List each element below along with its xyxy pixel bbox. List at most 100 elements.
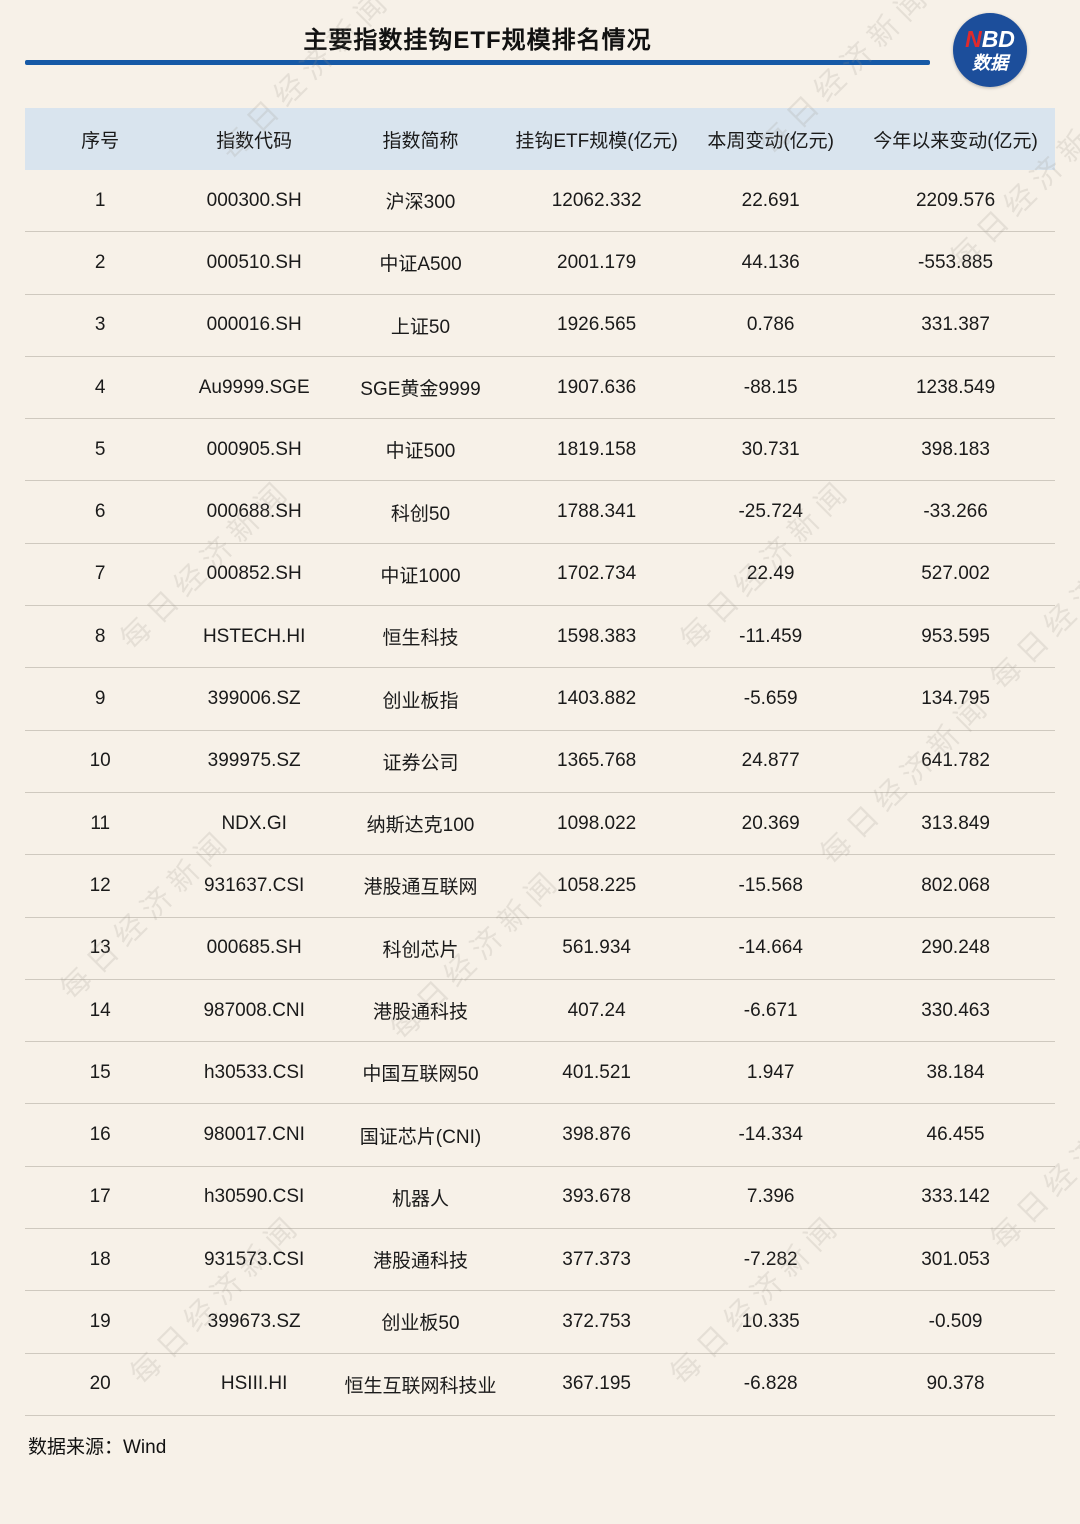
column-header: 挂钩ETF规模(亿元) xyxy=(515,130,678,152)
table-cell: 641.782 xyxy=(921,750,990,772)
nbd-logo-n: N xyxy=(965,26,982,52)
table-row: 3 000016.SH 上证50 1926.565 0.786 331.387 xyxy=(25,295,1055,357)
table-cell: 恒生互联网科技业 xyxy=(344,1375,497,1397)
column-header: 指数简称 xyxy=(382,130,459,152)
table-cell: 港股通科技 xyxy=(372,1251,468,1273)
table-cell: 000685.SH xyxy=(206,937,302,959)
nbd-logo-bd: BD xyxy=(981,26,1015,52)
table-cell: 5 xyxy=(94,438,106,460)
table-cell: 1819.158 xyxy=(557,438,637,460)
etf-ranking-table: 序号 指数代码 指数简称 挂钩ETF规模(亿元) 本周变动(亿元) 今年以来变动(亿元) … xyxy=(25,108,1055,1416)
table-cell: 000688.SH xyxy=(206,501,302,523)
table-cell: 931637.CSI xyxy=(203,874,305,896)
table-cell: 22.691 xyxy=(741,189,800,211)
table-cell: 1.947 xyxy=(746,1061,795,1083)
table-cell: 科创50 xyxy=(390,503,451,525)
table-cell: 上证50 xyxy=(390,316,451,338)
table-cell: 377.373 xyxy=(562,1248,631,1270)
table-cell: 1702.734 xyxy=(557,563,637,585)
table-cell: 330.463 xyxy=(921,999,990,1021)
table-cell: 14 xyxy=(89,999,111,1021)
table-row: 7 000852.SH 中证1000 1702.734 22.49 527.002 xyxy=(25,544,1055,607)
table-cell: 30.731 xyxy=(741,438,800,460)
table-cell: 980017.CNI xyxy=(203,1124,305,1146)
table-row: 10 399975.SZ 证券公司 1365.768 24.877 641.782 xyxy=(25,731,1055,793)
table-cell: 机器人 xyxy=(391,1188,449,1210)
table-cell: 16 xyxy=(89,1124,111,1146)
table-cell: 372.753 xyxy=(562,1310,631,1332)
column-header: 指数代码 xyxy=(216,130,293,152)
table-cell: 中证1000 xyxy=(380,565,461,587)
table-cell: 0.786 xyxy=(746,314,795,336)
table-row: 1 000300.SH 沪深300 12062.332 22.691 2209.576 xyxy=(25,170,1055,233)
table-cell: 港股通科技 xyxy=(372,1002,468,1023)
table-cell: 3 xyxy=(94,314,106,336)
table-cell: 17 xyxy=(89,1186,111,1208)
table-cell: 11 xyxy=(90,812,111,834)
table-cell: 987008.CNI xyxy=(203,999,305,1021)
table-cell: 1098.022 xyxy=(557,812,637,834)
table-cell: 313.849 xyxy=(921,812,990,834)
table-cell: 国证芯片(CNI) xyxy=(359,1126,482,1148)
table-cell: 15 xyxy=(89,1061,111,1083)
table-cell: -5.659 xyxy=(743,688,798,710)
table-cell: 1598.383 xyxy=(557,625,637,647)
table-row: 14 987008.CNI 港股通科技 407.24 -6.671 330.463 xyxy=(25,980,1055,1043)
table-body: 1 000300.SH 沪深300 12062.332 22.691 2209.576 2 0… xyxy=(25,170,1055,1416)
table-cell: 393.678 xyxy=(562,1186,631,1208)
table-cell: -0.509 xyxy=(928,1310,983,1332)
data-source: 数据来源：Wind xyxy=(28,1437,167,1458)
table-cell: 44.136 xyxy=(741,251,800,273)
nbd-logo-text: NBD xyxy=(965,28,1015,51)
table-cell: 1365.768 xyxy=(557,750,637,772)
table-row: 13 000685.SH 科创芯片 561.934 -14.664 290.248 xyxy=(25,918,1055,980)
table-cell: 10 xyxy=(89,750,111,772)
table-row: 2 000510.SH 中证A500 2001.179 44.136 -553.885 xyxy=(25,232,1055,295)
table-cell: 7 xyxy=(94,563,106,585)
table-cell: 1788.341 xyxy=(557,501,637,523)
nbd-logo-sub: 数据 xyxy=(972,53,1008,73)
table-cell: 12 xyxy=(89,874,111,896)
table-cell: h30590.CSI xyxy=(203,1186,305,1208)
table-cell: 2 xyxy=(94,251,106,273)
table-cell: 创业板50 xyxy=(381,1313,460,1335)
table-cell: -6.828 xyxy=(743,1373,798,1395)
table-cell: 000852.SH xyxy=(206,563,302,585)
table-cell: 12062.332 xyxy=(551,189,642,211)
title-underline xyxy=(25,60,930,65)
table-cell: 1 xyxy=(94,189,106,211)
table-cell: 科创芯片 xyxy=(382,939,459,961)
table-cell: 10.335 xyxy=(741,1310,800,1332)
table-cell: h30533.CSI xyxy=(203,1061,305,1083)
table-cell: 90.378 xyxy=(926,1373,985,1395)
table-cell: -11.459 xyxy=(739,625,803,647)
table-cell: 证券公司 xyxy=(382,752,459,774)
table-cell: 398.183 xyxy=(921,438,990,460)
table-cell: HSIII.HI xyxy=(220,1373,288,1395)
table-cell: 401.521 xyxy=(562,1061,631,1083)
table-cell: 333.142 xyxy=(921,1186,990,1208)
table-cell: 399975.SZ xyxy=(207,750,301,772)
table-cell: 24.877 xyxy=(741,750,800,772)
column-header: 本周变动(亿元) xyxy=(707,130,835,152)
table-cell: 399673.SZ xyxy=(207,1310,301,1332)
table-cell: 134.795 xyxy=(921,688,990,710)
table-cell: 331.387 xyxy=(921,314,990,336)
table-cell: -33.266 xyxy=(923,501,988,523)
table-cell: 000905.SH xyxy=(206,438,302,460)
table-cell: 创业板指 xyxy=(382,690,459,712)
table-cell: 802.068 xyxy=(921,874,990,896)
table-cell: 953.595 xyxy=(921,625,990,647)
table-cell: 19 xyxy=(89,1310,111,1332)
table-row: 6 000688.SH 科创50 1788.341 -25.724 -33.266 xyxy=(25,481,1055,544)
column-header: 今年以来变动(亿元) xyxy=(873,130,1038,152)
table-cell: 398.876 xyxy=(562,1124,631,1146)
table-cell: -6.671 xyxy=(743,999,798,1021)
table-cell: 18 xyxy=(89,1248,111,1270)
table-cell: 6 xyxy=(94,501,106,523)
table-cell: 1403.882 xyxy=(557,688,637,710)
table-cell: 931573.CSI xyxy=(203,1248,305,1270)
table-row: 11 NDX.GI 纳斯达克100 1098.022 20.369 313.849 xyxy=(25,793,1055,856)
table-cell: 1907.636 xyxy=(557,376,637,398)
